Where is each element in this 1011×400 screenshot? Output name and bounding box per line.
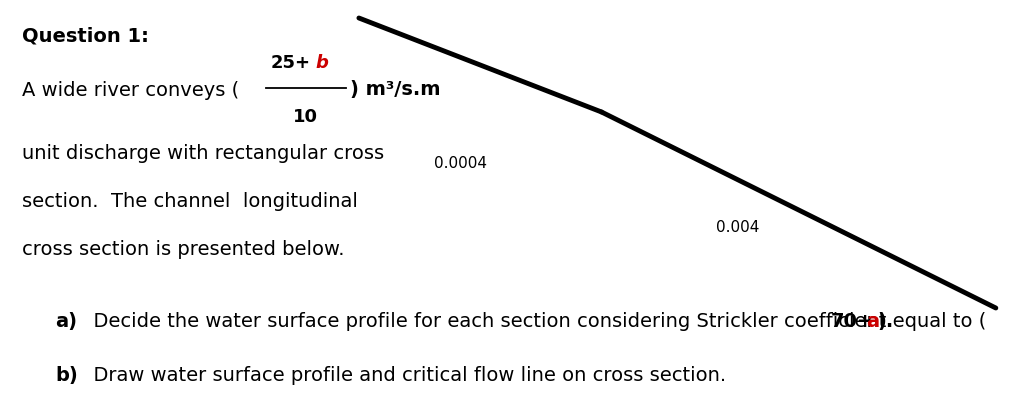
Text: b): b) <box>56 366 79 385</box>
Text: Draw water surface profile and critical flow line on cross section.: Draw water surface profile and critical … <box>81 366 726 385</box>
Text: 25+: 25+ <box>271 54 311 72</box>
Text: 0.004: 0.004 <box>717 220 759 236</box>
Text: 0.0004: 0.0004 <box>434 156 486 172</box>
Text: a: a <box>866 312 880 331</box>
Text: Decide the water surface profile for each section considering Strickler coeffici: Decide the water surface profile for eac… <box>81 312 986 331</box>
Text: ) m³/s.m: ) m³/s.m <box>350 80 441 100</box>
Text: 10: 10 <box>293 108 318 126</box>
Text: cross section is presented below.: cross section is presented below. <box>22 240 345 259</box>
Text: unit discharge with rectangular cross: unit discharge with rectangular cross <box>22 144 384 163</box>
Text: section.  The channel  longitudinal: section. The channel longitudinal <box>22 192 358 211</box>
Text: ).: ). <box>878 312 894 331</box>
Text: Question 1:: Question 1: <box>22 26 149 45</box>
Text: 70+: 70+ <box>831 312 875 331</box>
Text: A wide river conveys (: A wide river conveys ( <box>22 80 240 100</box>
Text: a): a) <box>56 312 78 331</box>
Text: b: b <box>315 54 329 72</box>
